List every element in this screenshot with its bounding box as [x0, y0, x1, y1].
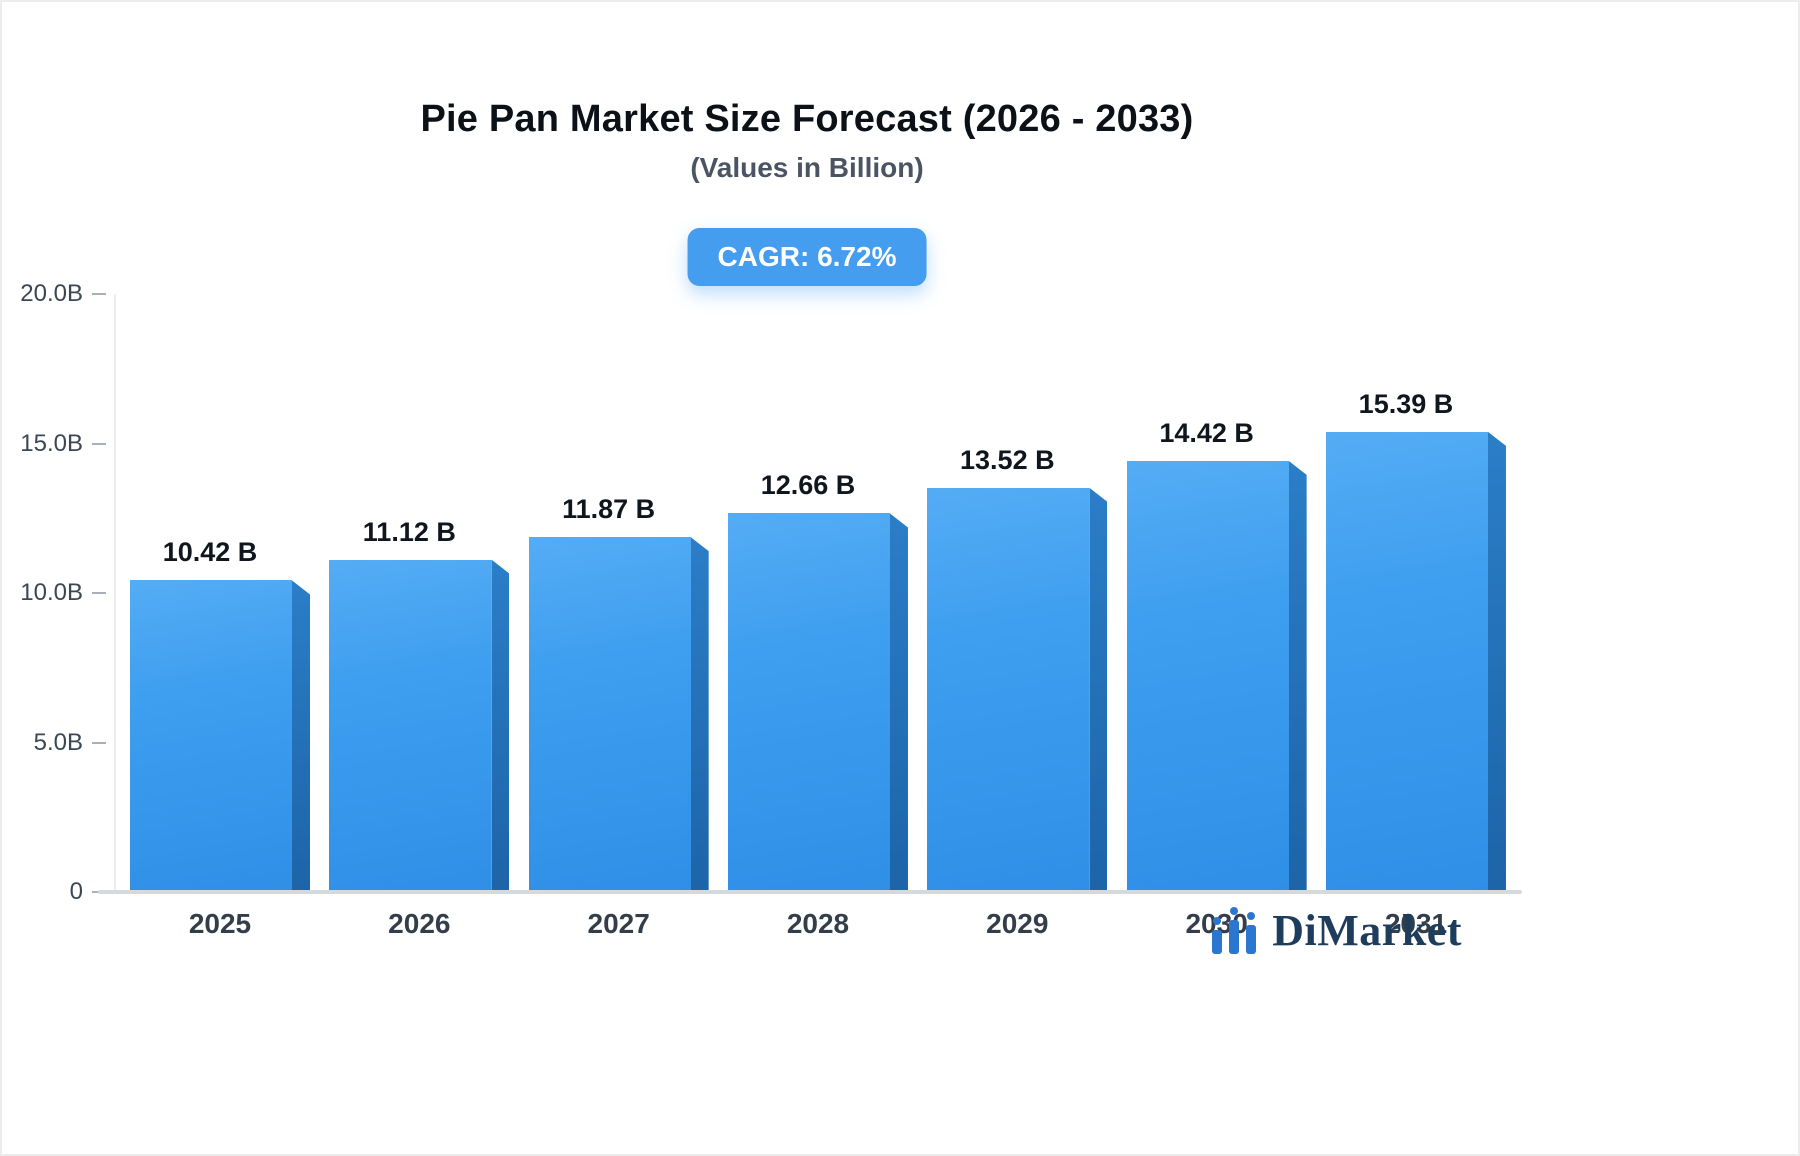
bar-column-2030: 14.42 B [1126, 418, 1307, 892]
bar-side-face [491, 559, 510, 892]
bar-front-face [1126, 460, 1289, 892]
bar-side-face [1487, 431, 1506, 892]
y-axis-tick: 0 [13, 878, 106, 906]
y-axis-tick-label: 15.0B [20, 429, 83, 457]
bar-front-face [927, 487, 1090, 892]
bar-side-face [1288, 460, 1307, 892]
bar-side-face [292, 580, 310, 892]
cagr-badge: CAGR: 6.72% [687, 228, 927, 286]
bar-side-face [690, 537, 709, 892]
bar-front-face [130, 580, 292, 892]
x-axis-label-2025: 2025 [188, 908, 252, 939]
x-axis-label-2029: 2029 [986, 908, 1049, 939]
x-axis-label-2031: 2031 [1384, 908, 1448, 939]
y-axis-tick-mark [92, 293, 106, 295]
brand-logo-text: DiMarket [1272, 905, 1462, 955]
bar-column-2026: 11.12 B [329, 517, 510, 892]
brand-logo: DiMarket [1208, 904, 1462, 956]
y-axis: 0 5.0B 10.0B 15.0B 20.0B [2, 280, 106, 905]
bar-2027: 11.87 B [528, 294, 709, 892]
y-axis-tick: 10.0B [13, 579, 106, 607]
x-axis-label-2026: 2026 [388, 908, 451, 939]
bar-column-2029: 13.52 B [927, 445, 1108, 892]
bar-front-face [329, 559, 492, 892]
bar-value-label: 10.42 B [162, 537, 258, 568]
chart-subtitle: (Values in Billion) [690, 152, 924, 183]
bar-column-2027: 11.87 B [528, 494, 709, 892]
bar-value-label: 13.52 B [960, 444, 1055, 475]
x-axis-label-2028: 2028 [786, 908, 850, 939]
bar-value-label: 11.87 B [562, 494, 656, 525]
y-axis-tick-label: 20.0B [20, 280, 83, 307]
y-axis-tick-label: 10.0B [20, 579, 83, 606]
bar-front-face [727, 513, 890, 892]
y-axis-tick: 20.0B [13, 280, 106, 308]
plot-area: 10.42 B 11.12 B 11.87 B 12.66 B 13.52 B 14.42… [98, 294, 1522, 894]
y-axis-tick-mark [92, 592, 106, 594]
dimarket-bars-icon [1212, 907, 1257, 954]
bar-front-face [1325, 431, 1488, 892]
bar-column-2031: 15.39 B [1325, 389, 1506, 892]
y-axis-tick-mark [92, 741, 106, 744]
y-axis-tick-label: 5.0B [33, 728, 83, 756]
bar-column-2025: 10.42 B [130, 537, 310, 892]
bar-value-label: 15.39 B [1358, 388, 1454, 419]
bar-value-label: 11.12 B [362, 516, 456, 547]
bar-2026: 11.12 B [329, 294, 510, 892]
bar-value-label: 14.42 B [1159, 417, 1254, 448]
y-axis-line [114, 294, 116, 892]
chart-title: Pie Pan Market Size Forecast (2026 - 203… [420, 98, 1194, 140]
bar-2030: 14.42 B [1126, 294, 1307, 892]
bar-front-face [528, 537, 691, 892]
x-axis-line [98, 890, 1522, 894]
y-axis-tick: 5.0B [13, 729, 106, 757]
bar-side-face [1089, 487, 1108, 892]
y-axis-tick-label: 0 [69, 878, 83, 905]
bar-side-face [889, 513, 908, 892]
bar-2029: 13.52 B [927, 294, 1108, 892]
x-axis-label-2027: 2027 [587, 908, 650, 939]
bar-column-2028: 12.66 B [727, 470, 908, 892]
bars-container: 10.42 B 11.12 B 11.87 B 12.66 B 13.52 B 14.42… [114, 294, 1522, 892]
bar-2031: 15.39 B [1325, 294, 1506, 892]
y-axis-tick: 15.0B [13, 430, 106, 458]
bar-2028: 12.66 B [727, 294, 908, 892]
bar-value-label: 12.66 B [760, 470, 856, 501]
bar-2025: 10.42 B [130, 294, 310, 892]
y-axis-tick-mark [92, 442, 106, 445]
